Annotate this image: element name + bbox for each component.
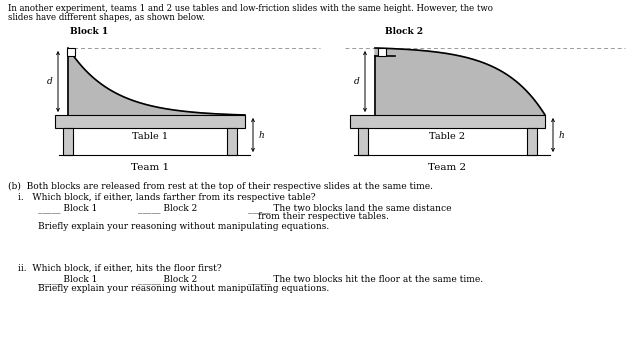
Text: Team 2: Team 2	[429, 163, 467, 172]
Bar	[67, 48, 75, 56]
Bar	[350, 115, 545, 128]
Text: _____ The two blocks hit the floor at the same time.: _____ The two blocks hit the floor at th…	[248, 274, 483, 284]
Text: h: h	[559, 131, 565, 140]
Text: _____ Block 2: _____ Block 2	[138, 274, 197, 284]
Bar	[358, 128, 368, 155]
Bar	[55, 115, 245, 128]
Text: Table 1: Table 1	[132, 132, 168, 141]
Text: i.   Which block, if either, lands farther from its respective table?: i. Which block, if either, lands farther…	[18, 193, 315, 202]
Text: _____ The two blocks land the same distance: _____ The two blocks land the same dista…	[248, 203, 452, 213]
Polygon shape	[375, 48, 545, 115]
Text: _____ Block 2: _____ Block 2	[138, 203, 197, 213]
Text: Team 1: Team 1	[131, 163, 169, 172]
Text: Block 2: Block 2	[385, 27, 423, 36]
Text: slides have different shapes, as shown below.: slides have different shapes, as shown b…	[8, 13, 205, 22]
Text: h: h	[259, 131, 265, 140]
Text: from their respective tables.: from their respective tables.	[258, 212, 389, 221]
Text: Briefly explain your reasoning without manipulating equations.: Briefly explain your reasoning without m…	[38, 284, 329, 293]
Text: ii.  Which block, if either, hits the floor first?: ii. Which block, if either, hits the flo…	[18, 264, 221, 273]
Bar	[378, 48, 386, 56]
Polygon shape	[68, 48, 245, 115]
Bar	[527, 128, 537, 155]
Text: _____ Block 1: _____ Block 1	[38, 203, 97, 213]
Text: In another experiment, teams 1 and 2 use tables and low-friction slides with the: In another experiment, teams 1 and 2 use…	[8, 4, 493, 13]
Text: d: d	[354, 77, 360, 86]
Text: Table 2: Table 2	[429, 132, 466, 141]
Text: Briefly explain your reasoning without manipulating equations.: Briefly explain your reasoning without m…	[38, 222, 329, 231]
Text: Block 1: Block 1	[70, 27, 108, 36]
Bar	[227, 128, 237, 155]
Text: (b)  Both blocks are released from rest at the top of their respective slides at: (b) Both blocks are released from rest a…	[8, 182, 433, 191]
Text: _____ Block 1: _____ Block 1	[38, 274, 97, 284]
Text: d: d	[47, 77, 53, 86]
Bar	[63, 128, 73, 155]
